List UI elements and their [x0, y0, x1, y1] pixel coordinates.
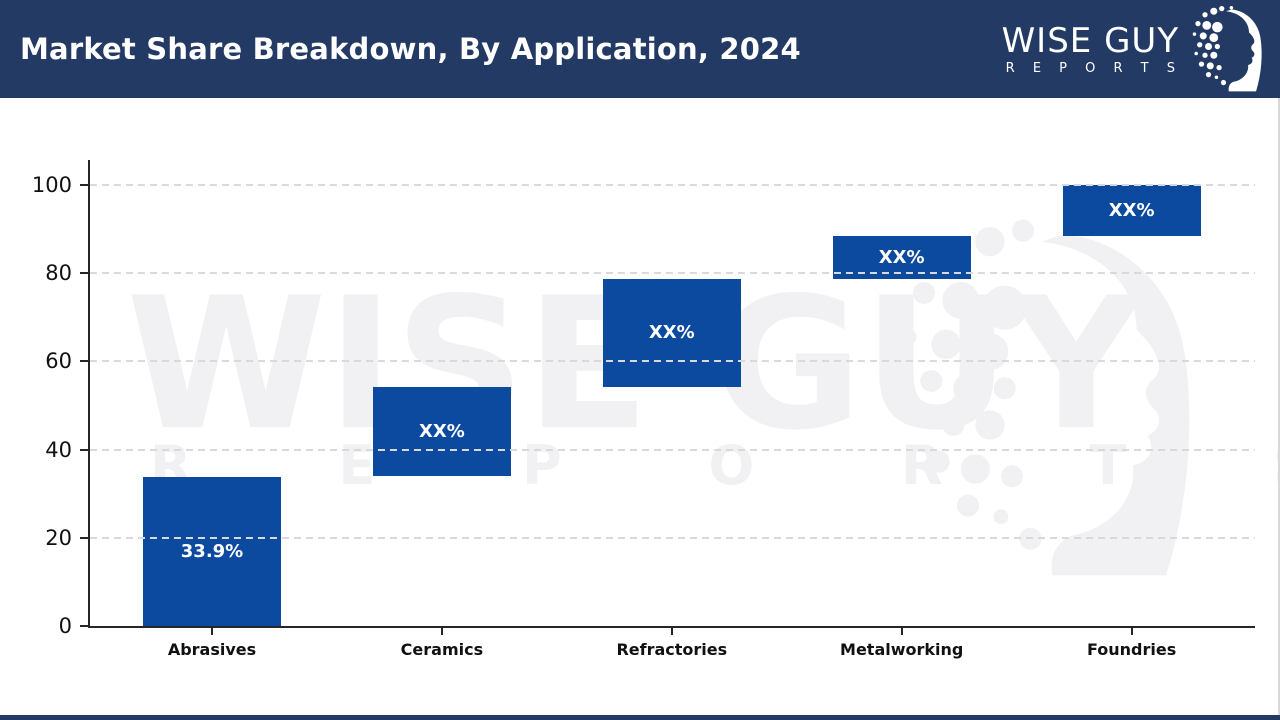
chart-area: WISE GUY R E P O R T S 0 20 40 60 80 100 33.9%… — [0, 98, 1280, 715]
x-axis-label-metalworking: Metalworking — [840, 640, 964, 659]
header: Market Share Breakdown, By Application, … — [0, 0, 1280, 98]
gridline-80 — [90, 272, 1255, 275]
x-axis-tick-ceramics — [440, 628, 443, 635]
y-axis-tick-0 — [80, 625, 88, 627]
page-title: Market Share Breakdown, By Application, … — [20, 32, 801, 66]
bar-abrasives: 33.9% — [143, 476, 281, 626]
bar-refractories: XX% — [602, 279, 741, 387]
y-axis-label-80: 80 — [45, 261, 72, 286]
x-axis-tick-metalworking — [900, 628, 903, 635]
gridline-40 — [90, 448, 1255, 451]
y-axis-label-100: 100 — [31, 173, 72, 197]
x-axis-label-foundries: Foundries — [1086, 640, 1177, 659]
x-axis-tick-abrasives — [211, 628, 213, 635]
x-axis-tick-foundries — [1130, 628, 1133, 635]
x-axis-tick-refractories — [670, 628, 673, 635]
bar-value-label-ceramics: XX% — [418, 421, 465, 442]
bar-value-label-refractories: XX% — [648, 322, 695, 344]
y-axis-tick-100 — [80, 184, 88, 186]
logo-wise-guy-text: WISE GUY — [1001, 20, 1180, 61]
logo-head-icon — [1192, 6, 1262, 92]
logo-text: WISE GUY R E P O R T S — [999, 20, 1182, 77]
y-axis-label-40: 40 — [45, 437, 72, 462]
logo-reports-text: R E P O R T S — [1005, 61, 1182, 77]
y-axis-tick-80 — [80, 272, 88, 275]
y-axis-label-60: 60 — [45, 349, 72, 374]
footer-bar — [0, 715, 1280, 720]
watermark-head-icon — [902, 219, 1190, 576]
x-axis-label-refractories: Refractories — [616, 640, 728, 659]
x-axis-label-ceramics: Ceramics — [400, 640, 484, 659]
y-axis-label-20: 20 — [45, 525, 72, 550]
right-edge-divider — [1278, 98, 1280, 715]
bar-value-label-abrasives: 33.9% — [180, 540, 244, 562]
y-axis-tick-60 — [80, 360, 88, 363]
bar-foundries: XX% — [1062, 185, 1201, 236]
bar-value-label-foundries: XX% — [1108, 199, 1155, 221]
bar-value-label-metalworking: XX% — [878, 247, 925, 269]
wiseguy-logo: WISE GUY R E P O R T S — [999, 6, 1268, 94]
y-axis-tick-40 — [80, 448, 88, 451]
bar-metalworking: XX% — [832, 235, 971, 280]
x-axis-label-abrasives: Abrasives — [167, 640, 257, 659]
y-axis-label-0: 0 — [58, 614, 72, 638]
plot: 0 20 40 60 80 100 33.9% Abrasives XX% Ceramics XX%… — [32, 160, 1255, 659]
y-axis-tick-20 — [80, 536, 88, 539]
bar-ceramics: XX% — [372, 386, 511, 477]
